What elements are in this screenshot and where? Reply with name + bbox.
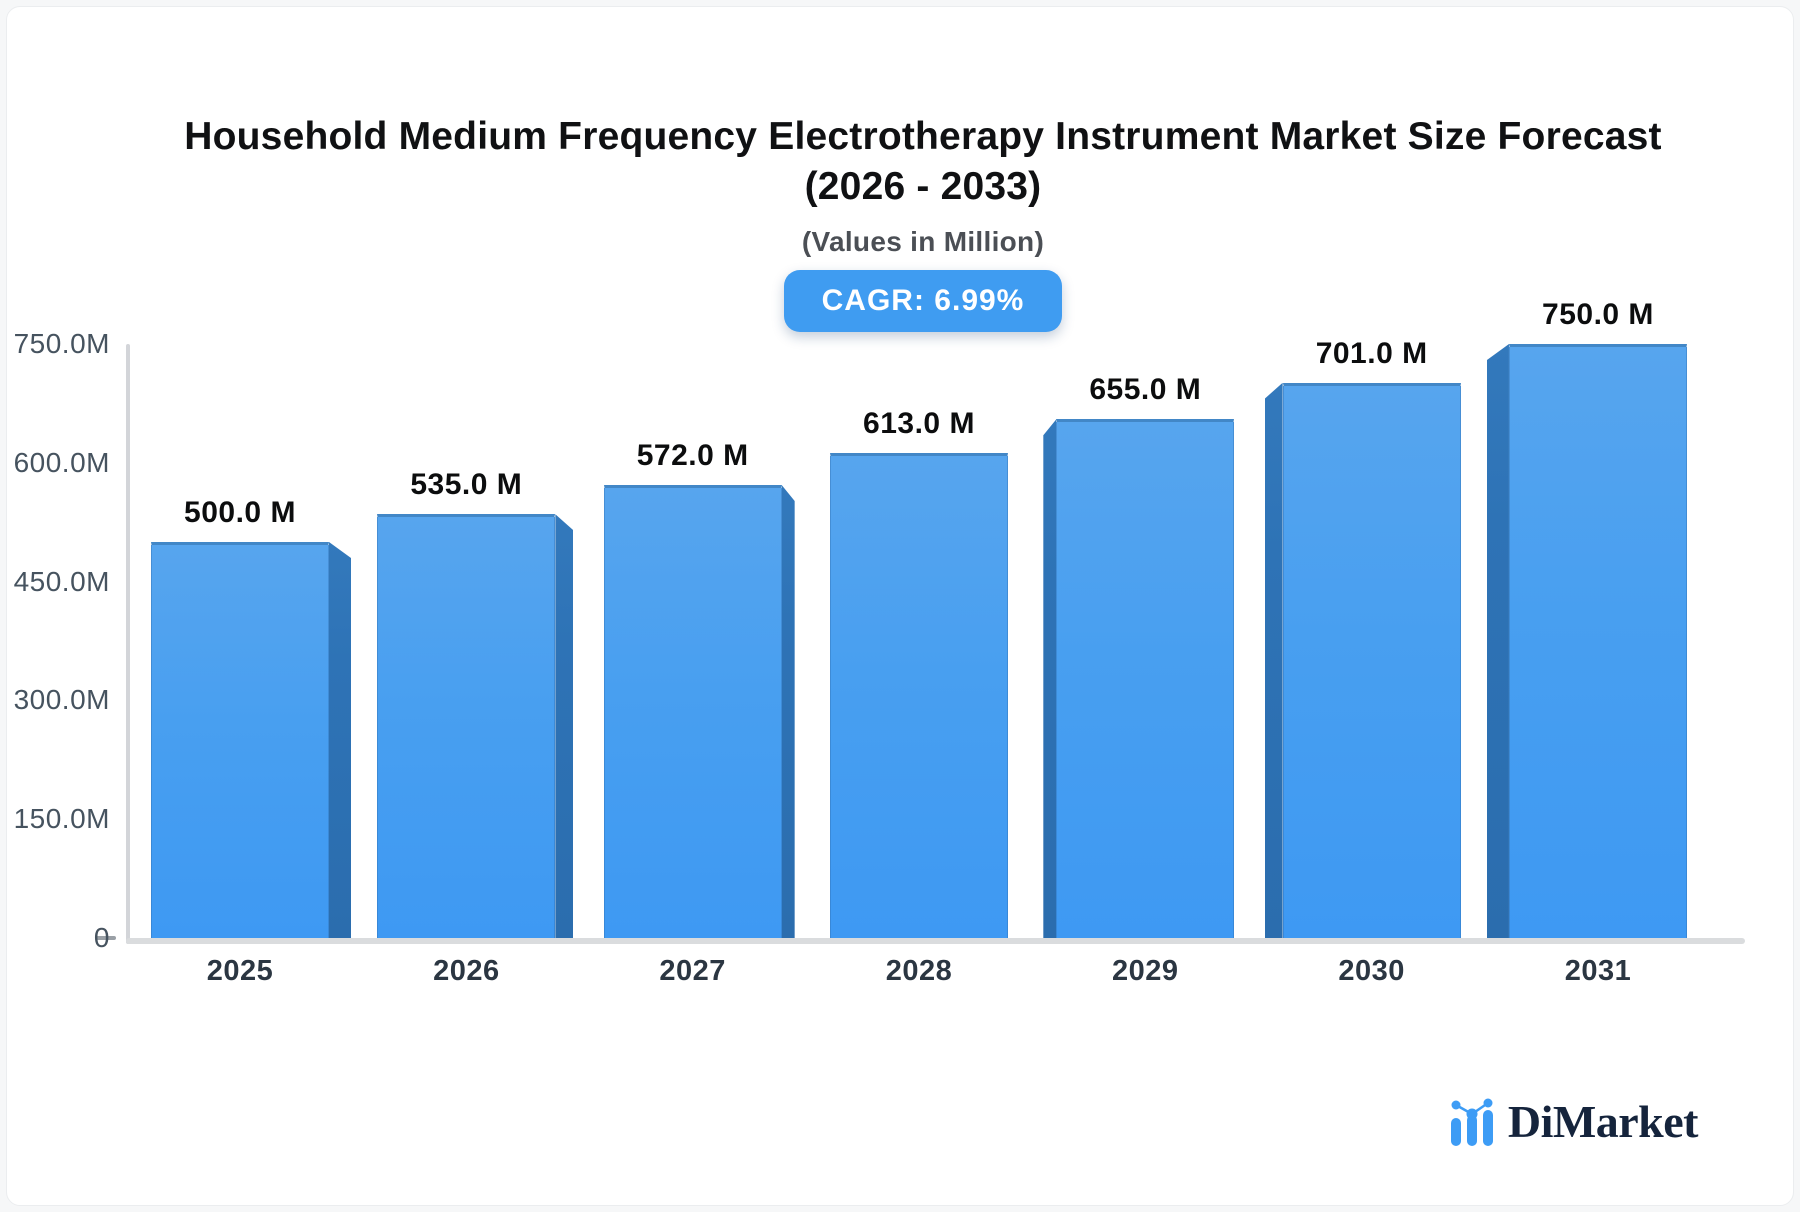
chart-header: Household Medium Frequency Electrotherap… [46,0,1800,332]
bar-2028 [829,452,1008,938]
bar-2029 [1056,419,1235,938]
bar-2030 [1282,382,1461,938]
x-axis-label-2026: 2026 [433,955,500,987]
bar-2027 [603,484,782,938]
chart-subtitle: (Values in Million) [801,226,1045,257]
bar-value-label: 750.0 M [1542,298,1654,331]
bar-value-label: 500.0 M [184,496,296,529]
bar-2026 [377,514,556,938]
y-axis-tick-label: 600.0M [13,446,110,478]
bar-3d-side [1486,344,1509,938]
bar-3d-side [1264,382,1283,938]
bar-3d-side [329,542,351,938]
bar-value-label: 572.0 M [636,438,749,472]
x-axis-label-2030: 2030 [1338,955,1405,987]
x-axis-label-2025: 2025 [206,955,274,987]
y-axis-line [126,344,130,944]
bar-value-label: 655.0 M [1089,373,1202,407]
chart-title-line2: (2026 - 2033) [804,165,1042,208]
x-axis-label-2028: 2028 [885,955,953,987]
y-axis-tick-label: 0 [93,922,110,953]
chart-title-line1: Household Medium Frequency Electrotherap… [184,115,1662,158]
zero-tick-mark [96,936,116,940]
x-axis-baseline [126,938,1745,944]
bar-2031 [1508,344,1687,938]
x-axis-label-2029: 2029 [1112,955,1179,987]
x-axis-label-2031: 2031 [1564,955,1632,987]
y-axis-tick-label: 150.0M [13,803,110,835]
bar-value-label: 701.0 M [1315,336,1428,370]
bar-2025 [151,542,329,938]
cagr-badge: CAGR: 6.99% [783,270,1063,332]
bar-3d-side [781,484,795,938]
brand-logo-text: DiMarket [1507,1096,1699,1147]
bar-3d-side [1043,419,1057,938]
x-axis-label-2027: 2027 [659,955,726,987]
brand-logo: DiMarket [1450,1096,1699,1147]
mini-bar-chart-icon [1450,1098,1493,1146]
bar-value-label: 535.0 M [410,468,523,502]
y-axis-tick-label: 300.0M [13,684,110,716]
y-axis-tick-label: 450.0M [13,565,110,597]
bar-3d-side [555,514,574,938]
y-axis-tick-label: 750.0M [13,328,110,359]
bar-value-label: 613.0 M [863,406,975,440]
